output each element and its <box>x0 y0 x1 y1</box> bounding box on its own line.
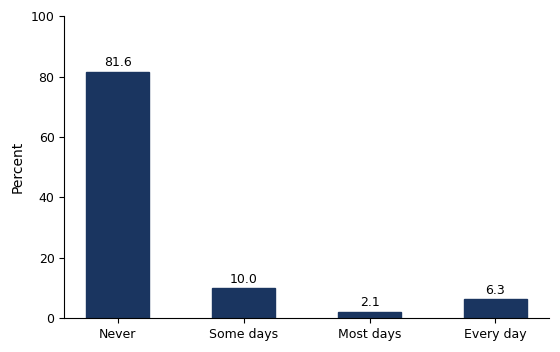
Text: 6.3: 6.3 <box>486 284 505 297</box>
Text: 81.6: 81.6 <box>104 56 132 69</box>
Bar <box>464 299 527 318</box>
Bar <box>338 312 401 318</box>
Text: 10.0: 10.0 <box>230 272 258 285</box>
Text: 2.1: 2.1 <box>360 296 379 309</box>
Y-axis label: Percent: Percent <box>11 141 25 193</box>
Bar <box>212 288 275 318</box>
Bar <box>86 72 149 318</box>
